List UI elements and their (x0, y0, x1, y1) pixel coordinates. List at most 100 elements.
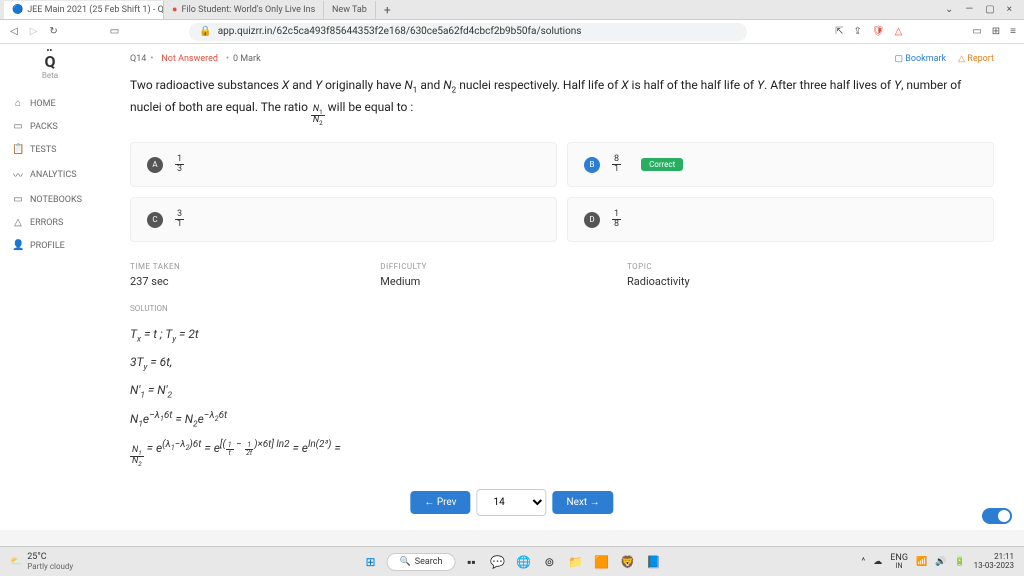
app-icon[interactable]: ⊚ (539, 552, 559, 572)
forward-icon[interactable]: ▷ (28, 24, 40, 39)
bookmark-bar-icon[interactable]: ▭ (108, 24, 121, 39)
clock[interactable]: 21:1113-03-2023 (974, 553, 1014, 571)
toggle-switch[interactable] (982, 508, 1012, 524)
option-letter: A (147, 157, 163, 173)
weather-widget[interactable]: ⛅ 25°C Partly cloudy (10, 552, 73, 571)
option-value: 81 (612, 155, 621, 174)
url-input[interactable]: 🔒 app.quizrr.in/62c5ca493f85644353f2e168… (189, 23, 747, 41)
sidebar-item-tests[interactable]: 📋TESTS (0, 138, 100, 161)
option-c[interactable]: C 31 (130, 197, 557, 242)
battery-icon[interactable]: 🔋 (954, 557, 965, 567)
question-marks: 0 Mark (233, 54, 261, 64)
meta-row: TIME TAKEN 237 sec DIFFICULTY Medium TOP… (130, 262, 994, 288)
reader-icon[interactable]: ▭ (972, 26, 981, 37)
sidebar-item-home[interactable]: ⌂HOME (0, 92, 100, 115)
new-tab-button[interactable]: + (376, 3, 399, 17)
option-value: 13 (175, 155, 184, 174)
question-number: Q14 (130, 54, 146, 64)
chevron-up-icon[interactable]: ^ (862, 557, 866, 567)
sidebar-item-errors[interactable]: △ERRORS (0, 211, 100, 234)
wifi-icon[interactable]: 📶 (916, 557, 927, 567)
language-indicator[interactable]: ENGIN (890, 554, 908, 570)
home-icon: ⌂ (12, 98, 24, 109)
tab-title: Filo Student: World's Only Live Ins (181, 5, 315, 15)
packs-icon: ▭ (12, 121, 24, 132)
taskbar: ⛅ 25°C Partly cloudy ⊞ 🔍Search ▪▪ 💬 🌐 ⊚ … (0, 546, 1024, 576)
solution-label: SOLUTION (130, 304, 994, 313)
errors-icon: △ (12, 217, 24, 228)
option-d[interactable]: D 18 (567, 197, 994, 242)
close-icon[interactable]: × (1007, 4, 1012, 15)
correct-badge: Correct (641, 158, 683, 171)
option-b[interactable]: B 81 Correct (567, 142, 994, 187)
share-icon[interactable]: ⇪ (854, 26, 862, 37)
tests-icon: 📋 (12, 144, 24, 155)
minimize-icon[interactable]: — (965, 4, 973, 15)
sidebar-item-notebooks[interactable]: ▭NOTEBOOKS (0, 188, 100, 211)
sidebar-item-packs[interactable]: ▭PACKS (0, 115, 100, 138)
option-value: 18 (612, 210, 621, 229)
explorer-icon[interactable]: 📁 (565, 552, 585, 572)
analytics-icon: 〰 (12, 167, 24, 182)
bookmark-button[interactable]: ▢ Bookmark (895, 54, 947, 64)
browser-tab-1[interactable]: 🔵 JEE Main 2021 (25 Feb Shift 1) - Q × (4, 1, 164, 19)
chevron-down-icon[interactable]: ⌄ (945, 4, 953, 15)
taskbar-search[interactable]: 🔍Search (387, 553, 456, 571)
page-select[interactable]: 14 (477, 489, 547, 516)
sidebar-item-analytics[interactable]: 〰ANALYTICS (0, 161, 100, 188)
question-header: Q14 • Not Answered • 0 Mark ▢ Bookmark △… (130, 54, 994, 64)
start-icon[interactable]: ⊞ (361, 552, 381, 572)
reload-icon[interactable]: ↻ (47, 24, 59, 39)
app-icon[interactable]: ⊞ (992, 26, 1000, 37)
maximize-icon[interactable]: ▢ (985, 4, 994, 15)
tab-favicon: 🔵 (12, 5, 23, 15)
extension-icon[interactable]: 🛡 (872, 26, 885, 37)
open-external-icon[interactable]: ⇱ (835, 26, 843, 37)
browser-tab-strip: 🔵 JEE Main 2021 (25 Feb Shift 1) - Q × ●… (0, 0, 1024, 20)
question-text: Two radioactive substances X and Y origi… (130, 76, 994, 126)
logo[interactable]: Q•• (44, 52, 55, 71)
options-grid: A 13 B 81 Correct C 31 D 18 (130, 142, 994, 242)
search-icon: 🔍 (400, 557, 411, 567)
meta-time: TIME TAKEN 237 sec (130, 262, 180, 288)
tab-favicon: ● (172, 4, 177, 15)
logo-subtitle: Beta (42, 71, 58, 80)
weather-icon: ⛅ (10, 557, 21, 567)
option-value: 31 (175, 210, 184, 229)
profile-icon: 👤 (12, 240, 24, 251)
option-letter: D (584, 212, 600, 228)
url-text: app.quizrr.in/62c5ca493f85644353f2e168/6… (218, 26, 582, 37)
task-view-icon[interactable]: ▪▪ (461, 552, 481, 572)
option-a[interactable]: A 13 (130, 142, 557, 187)
app-icon[interactable]: 🟧 (591, 552, 611, 572)
onedrive-icon[interactable]: ☁ (873, 557, 882, 567)
menu-icon[interactable]: ≡ (1010, 26, 1016, 37)
edge-icon[interactable]: 🌐 (513, 552, 533, 572)
main-content: Q14 • Not Answered • 0 Mark ▢ Bookmark △… (100, 44, 1024, 530)
tab-title: JEE Main 2021 (25 Feb Shift 1) - Q (27, 5, 164, 15)
solution-body: Tx = t ; Ty = 2t 3Ty = 6t, N′1 = N′2 N1e… (130, 321, 994, 467)
sidebar: Q•• Beta ⌂HOME ▭PACKS 📋TESTS 〰ANALYTICS … (0, 44, 100, 530)
prev-button[interactable]: ← Prev (410, 491, 470, 514)
back-icon[interactable]: ◁ (8, 24, 20, 39)
option-letter: C (147, 212, 163, 228)
option-letter: B (584, 157, 600, 173)
app-icon[interactable]: 📘 (643, 552, 663, 572)
next-button[interactable]: Next → (553, 491, 614, 514)
app-icon[interactable]: 💬 (487, 552, 507, 572)
extension-icon[interactable]: △ (895, 26, 903, 37)
address-bar: ◁ ▷ ↻ ▭ 🔒 app.quizrr.in/62c5ca493f856443… (0, 20, 1024, 44)
sidebar-item-profile[interactable]: 👤PROFILE (0, 234, 100, 257)
notebooks-icon: ▭ (12, 194, 24, 205)
brave-icon[interactable]: 🦁 (617, 552, 637, 572)
browser-tab-3[interactable]: New Tab (324, 1, 376, 19)
tab-title: New Tab (332, 5, 367, 15)
volume-icon[interactable]: 🔊 (935, 557, 946, 567)
report-button[interactable]: △ Report (958, 54, 994, 64)
meta-difficulty: DIFFICULTY Medium (380, 262, 427, 288)
browser-tab-2[interactable]: ● Filo Student: World's Only Live Ins (164, 1, 324, 19)
pager: ← Prev 14 Next → (410, 489, 613, 516)
question-status: Not Answered (161, 54, 218, 64)
lock-icon: 🔒 (199, 26, 211, 37)
meta-topic: TOPIC Radioactivity (627, 262, 690, 288)
